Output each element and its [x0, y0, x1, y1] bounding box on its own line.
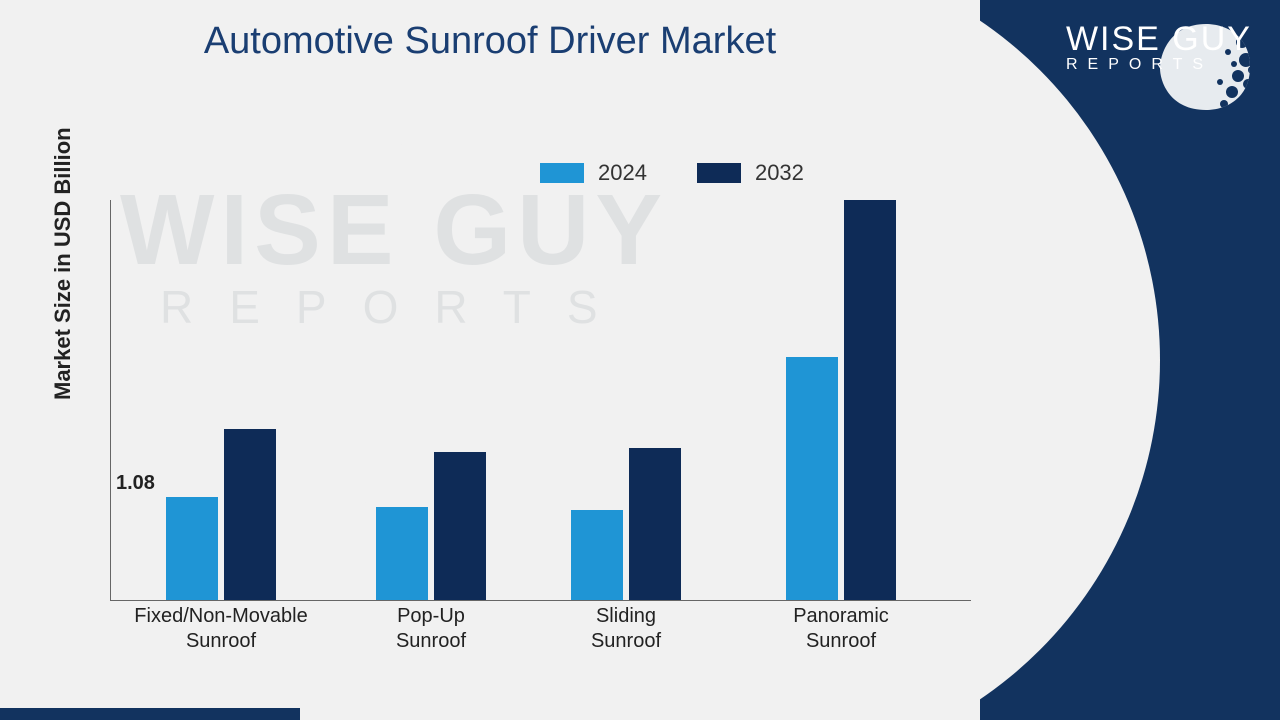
bar [786, 357, 838, 600]
bar-value-label: 1.08 [116, 472, 155, 495]
bottom-accent-bar [0, 708, 300, 720]
bar [844, 200, 896, 600]
brand-text: WISE GUY REPORTS [1066, 22, 1252, 74]
chart-plot-area: Fixed/Non-MovableSunroofPop-UpSunroofSli… [110, 200, 971, 601]
legend-item-2032: 2032 [697, 160, 804, 186]
x-axis-label: SlidingSunroof [566, 604, 686, 654]
bar [434, 452, 486, 600]
legend-label-2024: 2024 [598, 160, 647, 186]
x-axis-label: PanoramicSunroof [771, 604, 911, 654]
legend-label-2032: 2032 [755, 160, 804, 186]
legend-swatch-2032 [697, 163, 741, 183]
y-axis-label: Market Size in USD Billion [50, 127, 76, 400]
bar [376, 507, 428, 600]
x-axis-label: Pop-UpSunroof [371, 604, 491, 654]
bar [166, 497, 218, 600]
bar [571, 510, 623, 600]
brand-main: WISE GUY [1066, 22, 1252, 56]
bar [224, 429, 276, 600]
chart-canvas: WISE GUY REPORTS WISE GUY REPORTS Automo… [0, 0, 1280, 720]
brand-sub: REPORTS [1066, 56, 1252, 74]
chart-legend: 2024 2032 [540, 160, 804, 186]
legend-swatch-2024 [540, 163, 584, 183]
bar [629, 448, 681, 600]
legend-item-2024: 2024 [540, 160, 647, 186]
x-axis-label: Fixed/Non-MovableSunroof [121, 604, 321, 654]
